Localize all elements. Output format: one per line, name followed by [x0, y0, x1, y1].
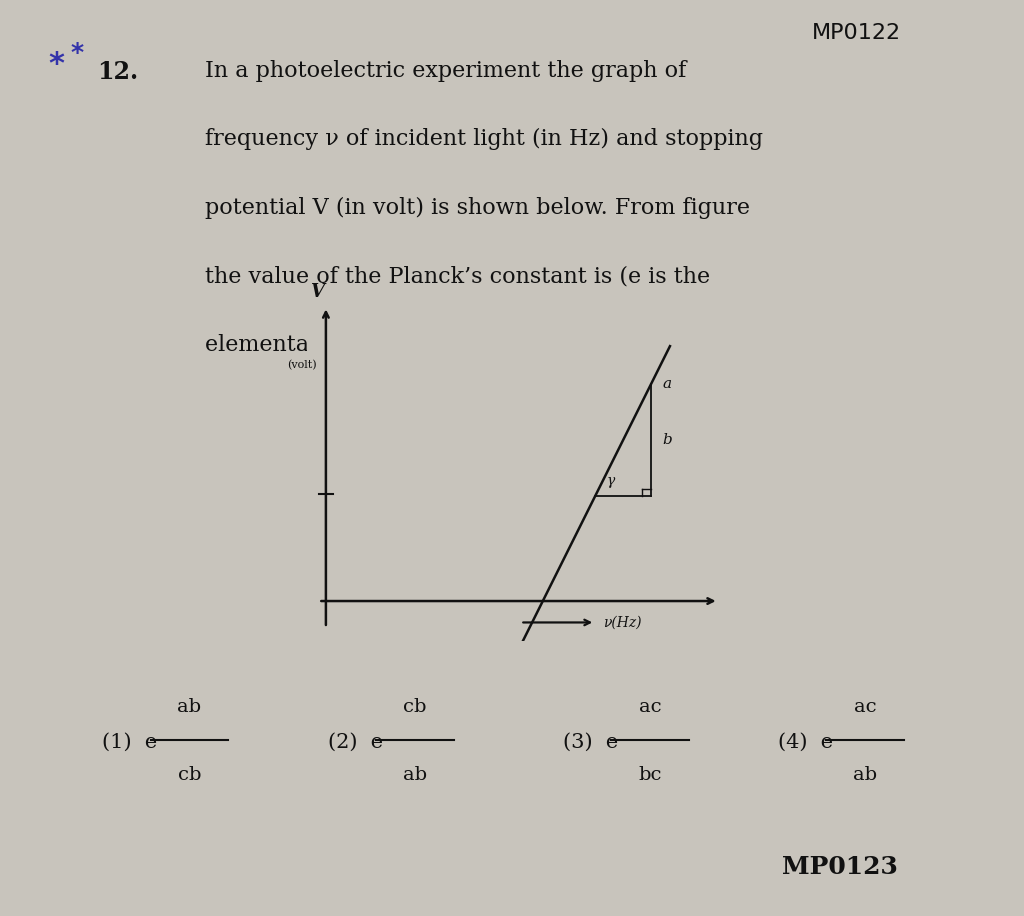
Text: (1)  e: (1) e — [102, 733, 158, 751]
Text: bc: bc — [639, 766, 662, 784]
Text: (2)  e: (2) e — [328, 733, 383, 751]
Text: ac: ac — [854, 698, 877, 716]
Text: (3)  e: (3) e — [563, 733, 618, 751]
Text: MP0123: MP0123 — [781, 856, 898, 879]
Text: MP0122: MP0122 — [812, 23, 901, 43]
Text: γ: γ — [606, 474, 614, 488]
Text: *: * — [71, 41, 83, 65]
Text: ν(Hz): ν(Hz) — [603, 616, 641, 629]
Text: *: * — [48, 50, 65, 80]
Text: cb: cb — [178, 766, 201, 784]
Text: (volt): (volt) — [287, 360, 316, 371]
Text: a: a — [663, 376, 672, 390]
Text: elementary charge): elementary charge) — [205, 334, 426, 356]
Text: In a photoelectric experiment the graph of: In a photoelectric experiment the graph … — [205, 60, 686, 82]
Text: potential V (in volt) is shown below. From figure: potential V (in volt) is shown below. Fr… — [205, 197, 750, 219]
Text: (4)  e: (4) e — [778, 733, 834, 751]
Text: ab: ab — [853, 766, 878, 784]
Text: frequency ν of incident light (in Hz) and stopping: frequency ν of incident light (in Hz) an… — [205, 128, 763, 150]
Text: 12.: 12. — [97, 60, 138, 83]
Text: ab: ab — [177, 698, 202, 716]
Text: cb: cb — [403, 698, 426, 716]
Text: V: V — [309, 283, 324, 301]
Text: ab: ab — [402, 766, 427, 784]
Text: the value of the Planck’s constant is (e is the: the value of the Planck’s constant is (e… — [205, 266, 710, 288]
Text: ac: ac — [639, 698, 662, 716]
Text: b: b — [663, 433, 672, 447]
